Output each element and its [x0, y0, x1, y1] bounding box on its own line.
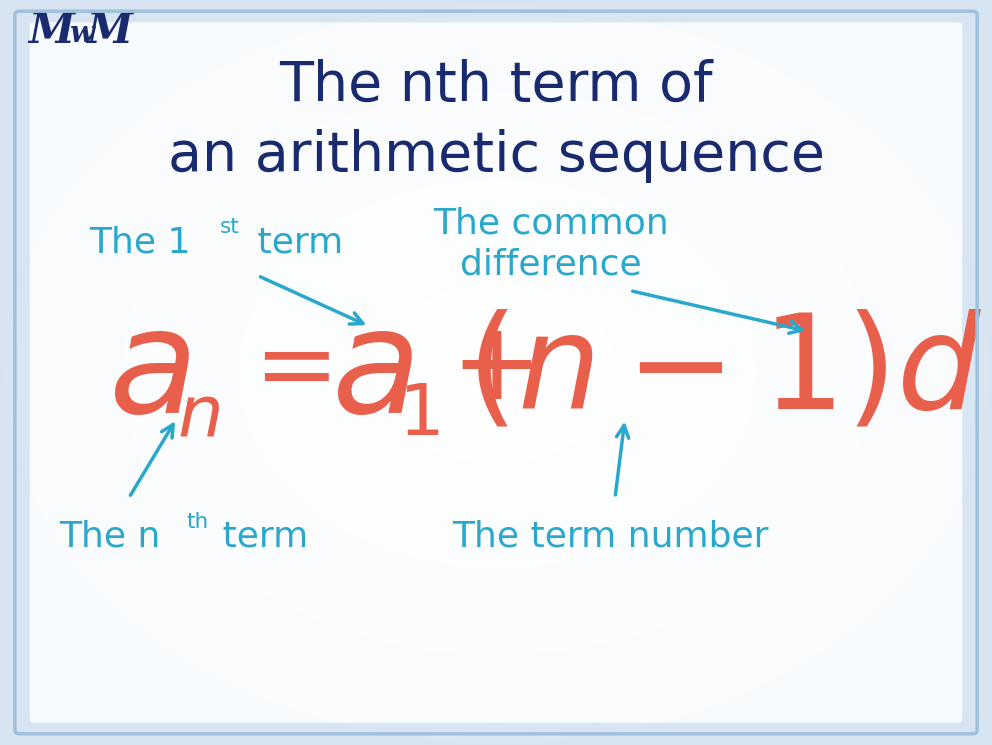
FancyBboxPatch shape [30, 22, 962, 723]
Text: The common: The common [433, 206, 669, 241]
Text: $\mathit{n}$: $\mathit{n}$ [177, 381, 220, 450]
Text: The term number: The term number [451, 519, 769, 554]
Text: The n: The n [60, 519, 161, 554]
Text: The nth term of: The nth term of [280, 59, 712, 112]
Text: w: w [68, 19, 94, 48]
Text: $+$: $+$ [450, 316, 532, 422]
Text: M: M [29, 10, 74, 52]
Text: th: th [186, 512, 208, 531]
Text: an arithmetic sequence: an arithmetic sequence [168, 130, 824, 183]
Text: $\mathit{a}$: $\mathit{a}$ [108, 302, 189, 443]
Text: $1$: $1$ [398, 381, 439, 450]
Text: st: st [220, 218, 240, 237]
Text: The 1: The 1 [89, 225, 190, 259]
Text: $=$: $=$ [234, 320, 331, 418]
Text: $\mathit{a}$: $\mathit{a}$ [331, 302, 413, 443]
Text: term: term [246, 225, 343, 259]
Text: term: term [211, 519, 309, 554]
Text: difference: difference [459, 247, 642, 282]
Text: $\mathit{(n-1)d}$: $\mathit{(n-1)d}$ [466, 309, 982, 436]
Text: M: M [86, 10, 132, 52]
